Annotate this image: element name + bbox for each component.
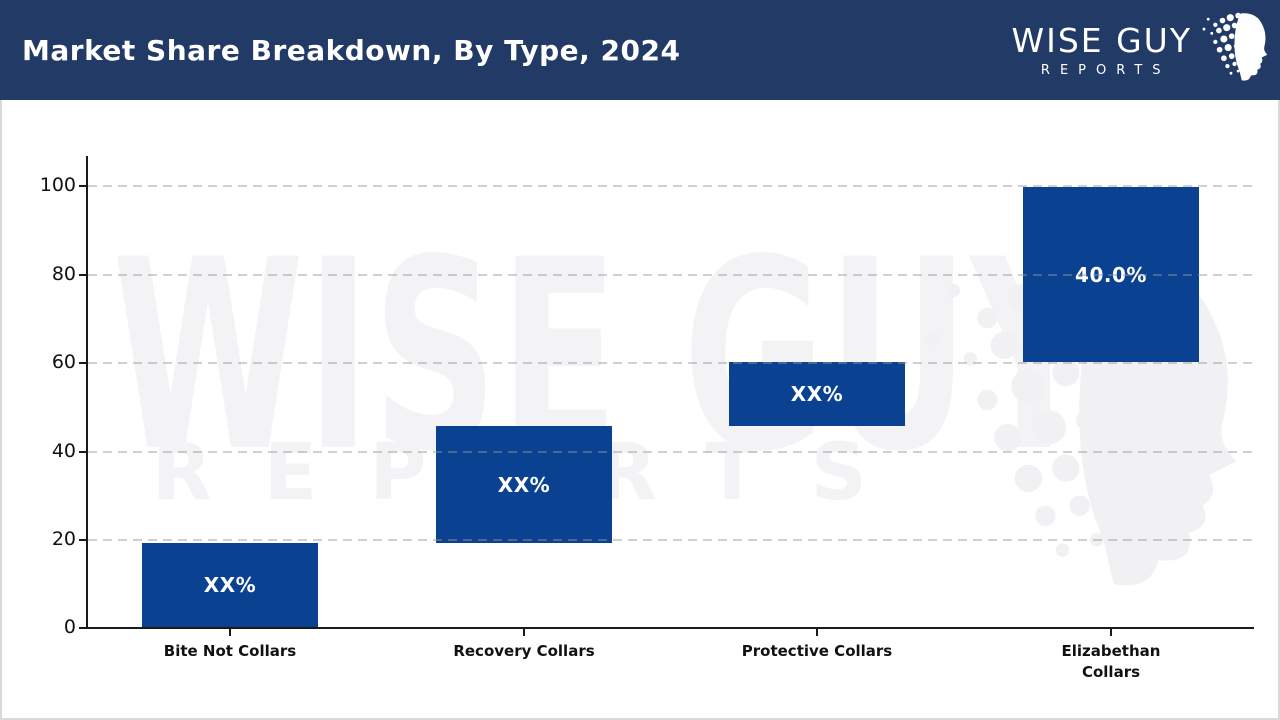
bar-value-label: XX% — [203, 573, 257, 597]
brand-logo: WISE GUY REPORTS — [1011, 6, 1268, 92]
x-axis-label: Protective Collars — [741, 642, 893, 660]
header-bar: Market Share Breakdown, By Type, 2024 WI… — [0, 0, 1280, 100]
x-tick — [229, 629, 231, 636]
gridline-20 — [88, 539, 1253, 541]
y-tick — [79, 451, 87, 453]
bar-protective-collars: XX% — [729, 362, 905, 426]
x-tick — [1110, 629, 1112, 636]
bar-value-label: XX% — [497, 472, 551, 497]
x-axis-label: Recovery Collars — [453, 642, 595, 660]
brand-subname: REPORTS — [1040, 62, 1171, 78]
gridline-100 — [88, 185, 1253, 187]
x-axis-label: Elizabethan Collars — [1061, 642, 1161, 681]
x-tick — [816, 629, 818, 636]
y-axis-line — [86, 156, 88, 628]
bar-recovery-collars: XX% — [436, 426, 612, 543]
brand-text: WISE GUY REPORTS — [1011, 21, 1192, 78]
x-tick — [523, 629, 525, 636]
x-axis-label: Bite Not Collars — [163, 642, 297, 660]
bar-bite-not-collars: XX% — [142, 543, 318, 627]
y-tick-label: 100 — [39, 174, 76, 196]
y-tick — [79, 539, 87, 541]
y-tick-label: 0 — [63, 616, 76, 638]
y-tick — [79, 274, 87, 276]
y-tick — [79, 185, 87, 187]
bar-value-label: 40.0% — [1075, 262, 1147, 287]
y-tick-label: 80 — [51, 263, 76, 285]
y-tick — [79, 627, 87, 629]
y-tick-label: 60 — [51, 351, 76, 373]
gridline-80 — [88, 274, 1253, 276]
bar-value-label: XX% — [790, 382, 844, 406]
x-axis-line — [86, 627, 1254, 629]
y-tick — [79, 362, 87, 364]
chart-title: Market Share Breakdown, By Type, 2024 — [22, 34, 681, 67]
gridline-60 — [88, 362, 1253, 364]
dotted-face-icon — [1202, 12, 1268, 81]
bar-elizabethan-collars: 40.0% — [1023, 187, 1199, 362]
y-tick-label: 40 — [51, 440, 76, 462]
brand-name: WISE GUY — [1011, 20, 1192, 60]
y-tick-label: 20 — [51, 528, 76, 550]
gridline-40 — [88, 451, 1253, 453]
